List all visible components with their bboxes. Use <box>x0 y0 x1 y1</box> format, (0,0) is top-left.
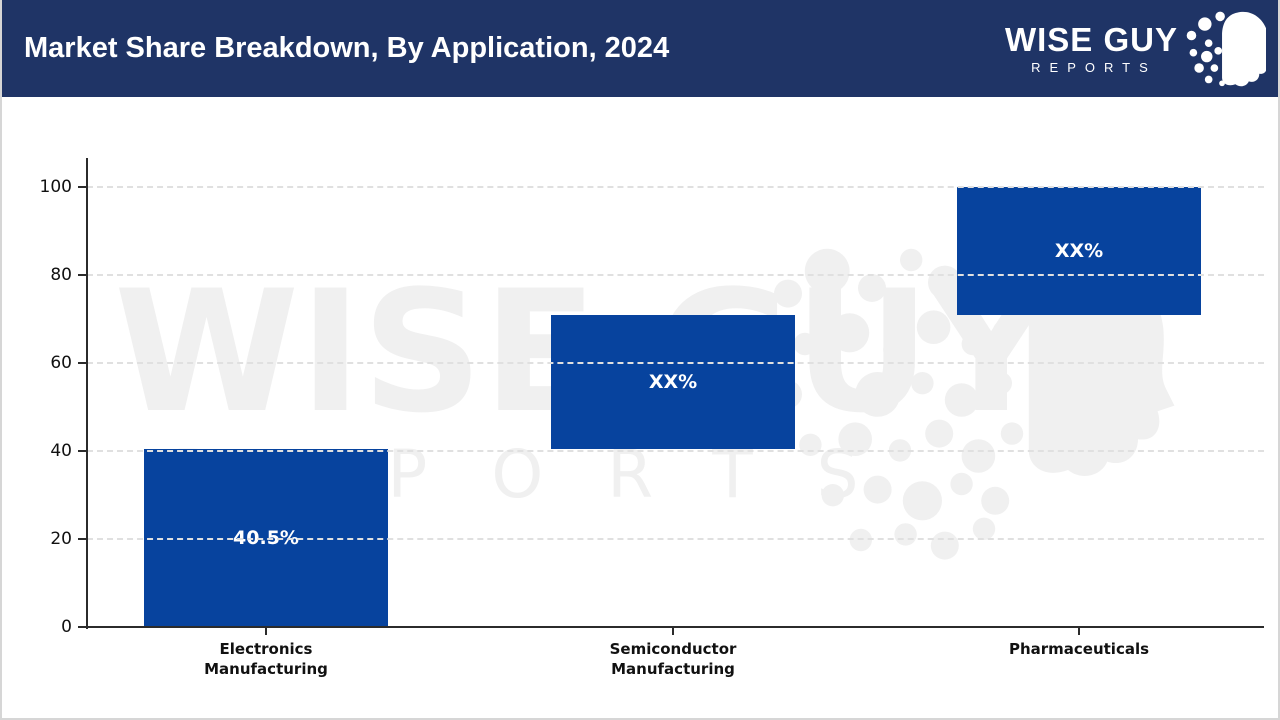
gridline-60 <box>87 362 1264 364</box>
bar-2: XX% <box>551 314 795 449</box>
x-category-label-line: Manufacturing <box>204 660 328 678</box>
x-tick-2 <box>672 628 674 635</box>
x-category-label: Electronics Manufacturing <box>106 639 426 679</box>
x-category-label-line: Electronics <box>219 640 313 658</box>
x-category-label: Pharmaceuticals <box>919 639 1239 659</box>
y-tick-label: 20 <box>50 529 72 549</box>
x-category-label-line: Pharmaceuticals <box>1008 640 1150 658</box>
x-tick-1 <box>265 628 267 635</box>
y-tick-80 <box>78 274 86 276</box>
y-tick-40 <box>78 450 86 452</box>
brand-subtitle: REPORTS <box>1031 59 1157 75</box>
x-category-label-line: Semiconductor <box>609 640 737 658</box>
bar-value-label: XX% <box>648 370 698 393</box>
header-band: Market Share Breakdown, By Application, … <box>2 0 1278 97</box>
y-tick-20 <box>78 538 86 540</box>
y-tick-label: 60 <box>50 353 72 373</box>
y-axis-line <box>86 158 88 629</box>
gridline-100 <box>87 186 1264 188</box>
y-tick-60 <box>78 362 86 364</box>
x-category-label: Semiconductor Manufacturing <box>513 639 833 679</box>
y-tick-label: 80 <box>50 265 72 285</box>
y-tick-0 <box>78 626 86 628</box>
brand-name: WISE GUY <box>1004 20 1178 58</box>
y-tick-100 <box>78 186 86 188</box>
brand-logo: WISE GUY REPORTS <box>1005 6 1272 92</box>
bar-value-label: 40.5% <box>233 526 299 549</box>
x-tick-3 <box>1078 628 1080 635</box>
x-axis-line <box>86 626 1264 628</box>
page-title: Market Share Breakdown, By Application, … <box>24 32 670 64</box>
gridline-40 <box>87 450 1264 452</box>
head-profile-icon <box>1180 6 1272 92</box>
bar-value-label: XX% <box>1054 239 1104 262</box>
y-tick-label: 0 <box>61 617 72 637</box>
x-category-label-line: Manufacturing <box>611 660 735 678</box>
bar-3: XX% <box>957 187 1201 315</box>
y-tick-label: 100 <box>39 177 72 197</box>
gridline-20 <box>87 538 1264 540</box>
gridline-80 <box>87 274 1264 276</box>
y-tick-label: 40 <box>50 441 72 461</box>
brand-logo-text: WISE GUY REPORTS <box>1005 23 1178 75</box>
bar-1: 40.5% <box>144 448 388 627</box>
